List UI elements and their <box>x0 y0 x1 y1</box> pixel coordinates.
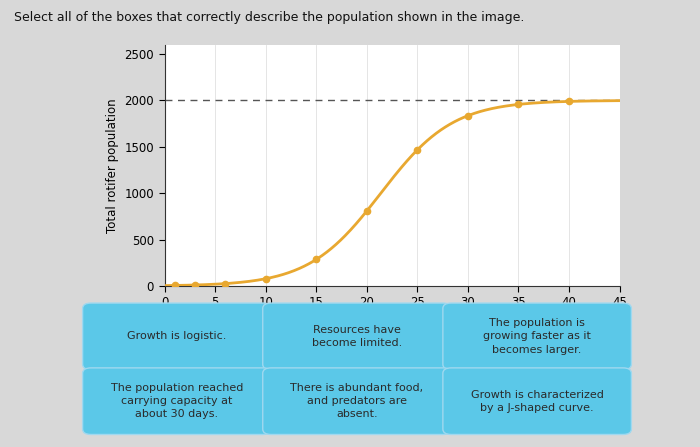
Text: The population is
growing faster as it
becomes larger.: The population is growing faster as it b… <box>483 318 591 354</box>
Text: Growth is characterized
by a J-shaped curve.: Growth is characterized by a J-shaped cu… <box>470 390 603 413</box>
Text: Resources have
become limited.: Resources have become limited. <box>312 325 402 348</box>
Y-axis label: Total rotifer population: Total rotifer population <box>106 98 119 233</box>
Text: Select all of the boxes that correctly describe the population shown in the imag: Select all of the boxes that correctly d… <box>14 11 524 24</box>
Text: There is abundant food,
and predators are
absent.: There is abundant food, and predators ar… <box>290 383 424 419</box>
Text: The population reached
carrying capacity at
about 30 days.: The population reached carrying capacity… <box>111 383 243 419</box>
X-axis label: Time (days): Time (days) <box>355 315 429 328</box>
Text: Growth is logistic.: Growth is logistic. <box>127 331 227 342</box>
